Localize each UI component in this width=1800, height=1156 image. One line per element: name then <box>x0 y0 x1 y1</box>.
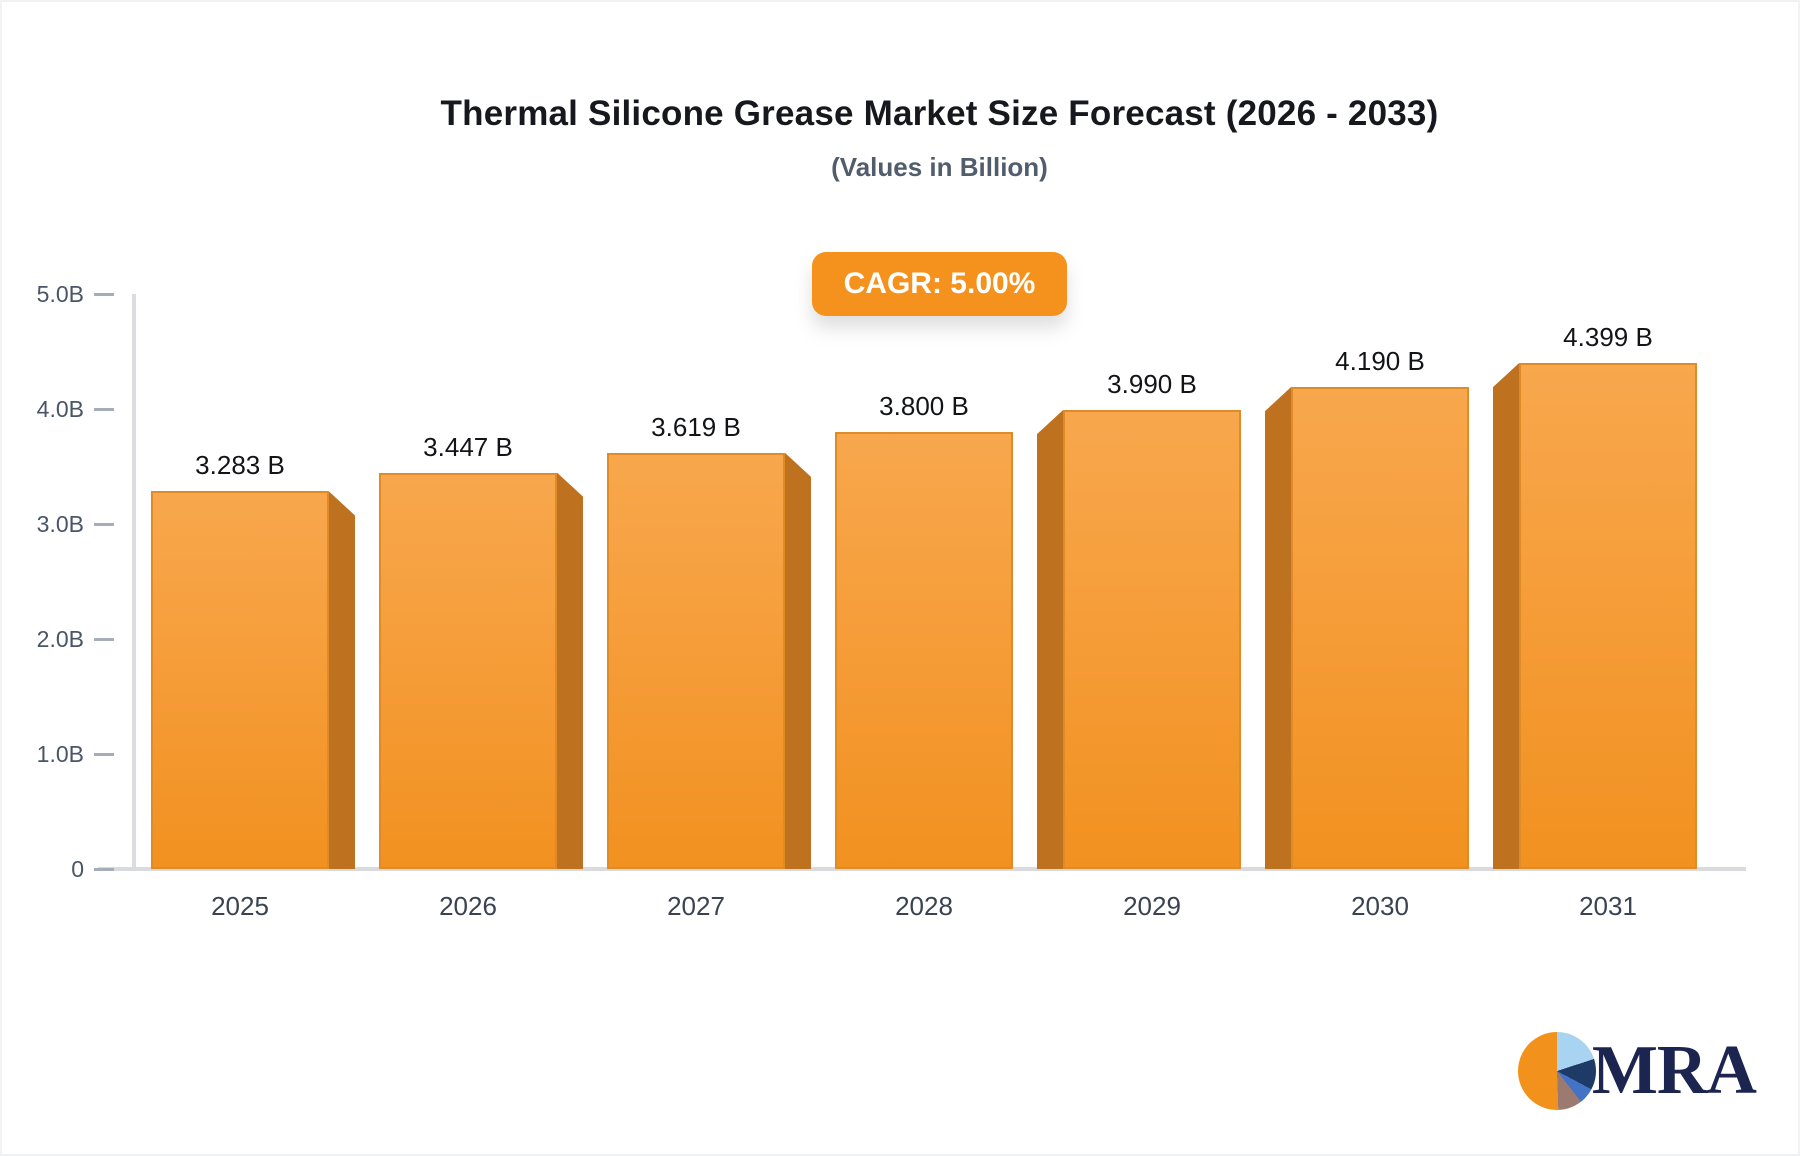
x-category-label: 2026 <box>439 891 497 921</box>
cagr-badge-row: CAGR: 5.00% <box>134 252 1745 316</box>
bar-value-label: 4.399 B <box>1563 322 1653 353</box>
y-tick-mark <box>94 638 114 641</box>
bar-side-face <box>1265 387 1291 869</box>
bar <box>151 491 329 869</box>
x-category-label: 2031 <box>1579 891 1637 921</box>
cagr-badge: CAGR: 5.00% <box>811 252 1068 316</box>
y-tick-label: 2.0B <box>36 626 84 652</box>
bar-side-face <box>329 491 355 869</box>
y-tick-mark <box>94 523 114 526</box>
y-tick-mark <box>94 408 114 411</box>
x-category-label: 2029 <box>1123 891 1181 921</box>
y-axis-line <box>132 294 136 871</box>
y-tick-label: 3.0B <box>36 511 84 537</box>
y-tick-label: 5.0B <box>36 281 84 307</box>
bar-side-face <box>557 472 583 869</box>
x-category-label: 2030 <box>1351 891 1409 921</box>
chart-subtitle: (Values in Billion) <box>831 152 1048 182</box>
bar-value-label: 3.619 B <box>651 411 741 442</box>
bar <box>1063 410 1241 869</box>
bar <box>835 432 1013 869</box>
y-tick-mark <box>94 753 114 756</box>
bar-value-label: 3.283 B <box>195 450 285 481</box>
bar-side-face <box>785 452 811 869</box>
bar-value-label: 3.990 B <box>1107 369 1197 400</box>
x-axis-line <box>98 867 1746 871</box>
bar-side-face <box>1037 410 1063 869</box>
y-tick-mark <box>94 293 114 296</box>
x-category-label: 2028 <box>895 891 953 921</box>
y-tick-label: 4.0B <box>36 396 84 422</box>
bar-value-label: 3.800 B <box>879 391 969 421</box>
pie-chart-icon <box>1517 1032 1596 1110</box>
bar <box>379 472 557 869</box>
bar-value-label: 4.190 B <box>1335 346 1425 377</box>
x-category-label: 2025 <box>211 891 269 921</box>
y-tick-label: 1.0B <box>36 741 84 767</box>
chart-title: Thermal Silicone Grease Market Size Fore… <box>440 94 1439 133</box>
bar <box>1291 387 1469 869</box>
y-tick-label: 0 <box>71 856 84 882</box>
bar-value-label: 3.447 B <box>423 431 513 462</box>
x-category-label: 2027 <box>667 891 725 921</box>
mra-logo-text: MRA <box>1591 1032 1757 1109</box>
mra-logo: MRA <box>1517 1032 1757 1110</box>
bar <box>607 452 785 869</box>
y-tick-mark <box>94 868 114 871</box>
bar-chart-plot: 3.283 B 2025 3.447 B 2026 3.619 B 2027 3.800 B… <box>134 294 1745 921</box>
bar-side-face <box>1493 363 1519 869</box>
bar <box>1519 363 1697 869</box>
